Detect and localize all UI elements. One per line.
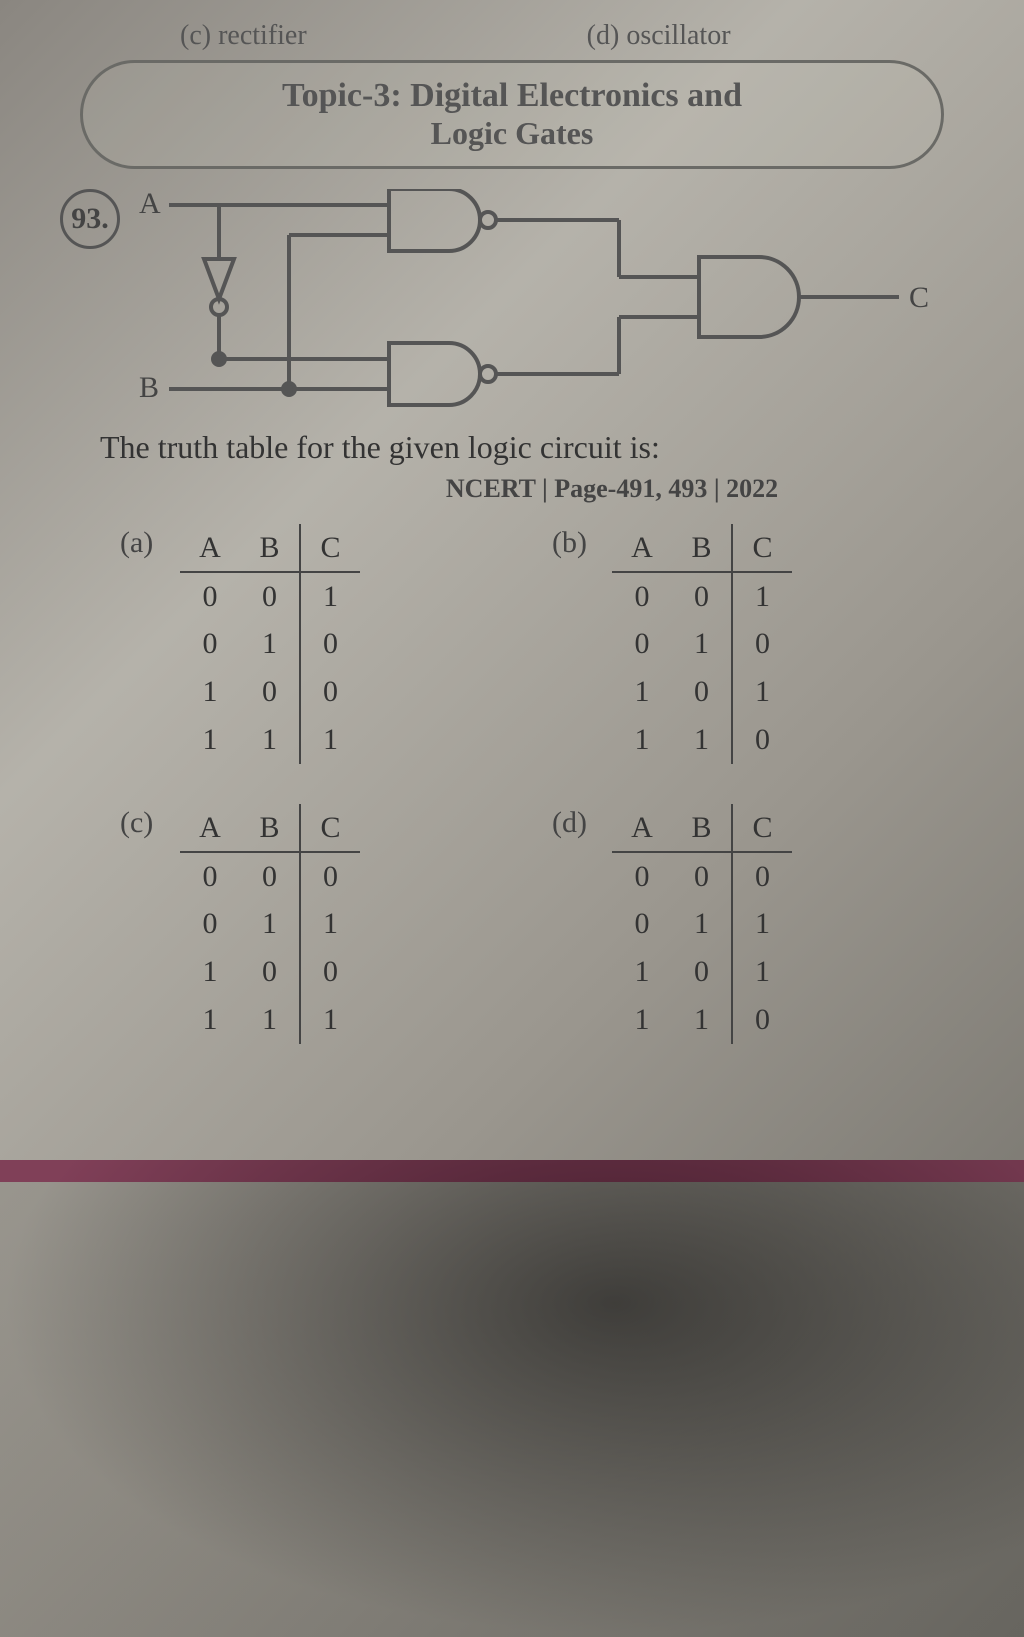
- table-row: 000: [612, 852, 792, 900]
- answer-options: (a) A B C 001 010 100 111 (b) A: [60, 524, 964, 1044]
- option-c: (c) A B C 000 011 100 111: [120, 804, 492, 1044]
- table-row: 110: [612, 996, 792, 1044]
- th: A: [612, 804, 672, 852]
- question-reference: NCERT | Page-491, 493 | 2022: [60, 470, 964, 524]
- page: (c) rectifier (d) oscillator Topic-3: Di…: [0, 0, 1024, 1044]
- th: B: [240, 524, 300, 572]
- option-d-prev: (d) oscillator: [587, 20, 731, 52]
- truth-table-b: A B C 001 010 101 110: [612, 524, 792, 764]
- table-row: 011: [612, 900, 792, 948]
- table-row: 000: [180, 852, 360, 900]
- th: C: [300, 524, 360, 572]
- table-row: 100: [180, 948, 360, 996]
- truth-table-c: A B C 000 011 100 111: [180, 804, 360, 1044]
- option-d-prev-text: oscillator: [626, 20, 730, 51]
- table-row: 011: [180, 900, 360, 948]
- input-a-label: A: [139, 189, 161, 220]
- th: C: [732, 804, 792, 852]
- option-c-prev-text: rectifier: [218, 20, 307, 51]
- th: A: [180, 524, 240, 572]
- th: C: [732, 524, 792, 572]
- logic-circuit-diagram: A B: [134, 189, 964, 419]
- circuit-svg: A B: [134, 189, 964, 419]
- table-row: 111: [180, 716, 360, 764]
- option-d-label: (d): [552, 804, 592, 840]
- topic-line1: Topic-3: Digital Electronics and: [123, 77, 901, 115]
- table-row: 010: [612, 620, 792, 668]
- th: B: [672, 804, 732, 852]
- table-row: 110: [612, 716, 792, 764]
- photo-shadow: [0, 1160, 1024, 1637]
- th: B: [672, 524, 732, 572]
- option-d: (d) A B C 000 011 101 110: [552, 804, 924, 1044]
- option-a-label: (a): [120, 524, 160, 560]
- prev-question-options: (c) rectifier (d) oscillator: [60, 20, 964, 52]
- table-row: 111: [180, 996, 360, 1044]
- th: B: [240, 804, 300, 852]
- th: A: [612, 524, 672, 572]
- output-c-label: C: [909, 281, 929, 314]
- table-row: 001: [180, 572, 360, 620]
- table-row: 001: [612, 572, 792, 620]
- question-number: 93.: [60, 189, 120, 249]
- option-c-label: (c): [120, 804, 160, 840]
- table-row: 010: [180, 620, 360, 668]
- topic-banner: Topic-3: Digital Electronics and Logic G…: [80, 60, 944, 169]
- question-text: The truth table for the given logic circ…: [60, 419, 964, 470]
- option-a: (a) A B C 001 010 100 111: [120, 524, 492, 764]
- truth-table-d: A B C 000 011 101 110: [612, 804, 792, 1044]
- truth-table-a: A B C 001 010 100 111: [180, 524, 360, 764]
- option-b: (b) A B C 001 010 101 110: [552, 524, 924, 764]
- input-b-label: B: [139, 371, 159, 404]
- page-footer-bar: [0, 1160, 1024, 1182]
- th: A: [180, 804, 240, 852]
- question-row: 93. A B: [60, 189, 964, 419]
- option-c-prev: (c) rectifier: [180, 20, 307, 52]
- table-row: 101: [612, 668, 792, 716]
- topic-line2: Logic Gates: [123, 115, 901, 152]
- table-row: 100: [180, 668, 360, 716]
- table-row: 101: [612, 948, 792, 996]
- th: C: [300, 804, 360, 852]
- option-b-label: (b): [552, 524, 592, 560]
- option-d-prev-label: (d): [587, 20, 620, 51]
- option-c-prev-label: (c): [180, 20, 211, 51]
